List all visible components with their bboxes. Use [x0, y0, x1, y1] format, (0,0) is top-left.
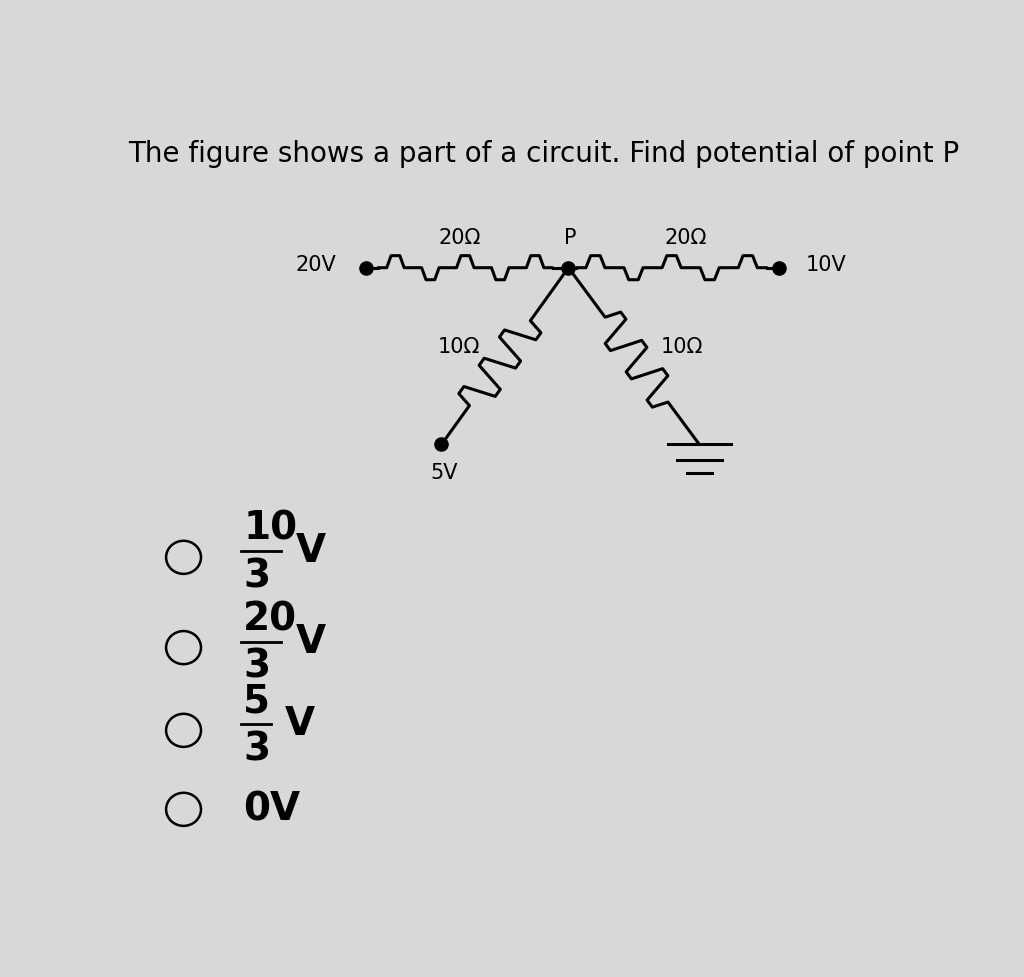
Point: [770, 260, 786, 276]
Text: V: V: [296, 622, 326, 660]
Text: 20V: 20V: [296, 255, 337, 276]
Text: 0V: 0V: [243, 790, 300, 828]
Text: 10Ω: 10Ω: [660, 337, 702, 357]
Text: The figure shows a part of a circuit. Find potential of point P: The figure shows a part of a circuit. Fi…: [128, 140, 959, 168]
Text: 10: 10: [243, 510, 297, 548]
Text: V: V: [285, 705, 315, 743]
Text: 10V: 10V: [806, 255, 847, 276]
Point: [358, 260, 375, 276]
Text: 5: 5: [243, 683, 270, 721]
Text: P: P: [564, 228, 577, 247]
Text: 20Ω: 20Ω: [665, 228, 707, 247]
Point: [560, 260, 577, 276]
Text: V: V: [296, 532, 326, 571]
Point: [433, 437, 450, 452]
Text: 3: 3: [243, 557, 270, 595]
Text: 20Ω: 20Ω: [438, 228, 480, 247]
Text: 10Ω: 10Ω: [437, 337, 480, 357]
Text: 20: 20: [243, 600, 297, 638]
Text: 3: 3: [243, 730, 270, 768]
Text: 3: 3: [243, 648, 270, 686]
Text: 5V: 5V: [430, 463, 458, 483]
